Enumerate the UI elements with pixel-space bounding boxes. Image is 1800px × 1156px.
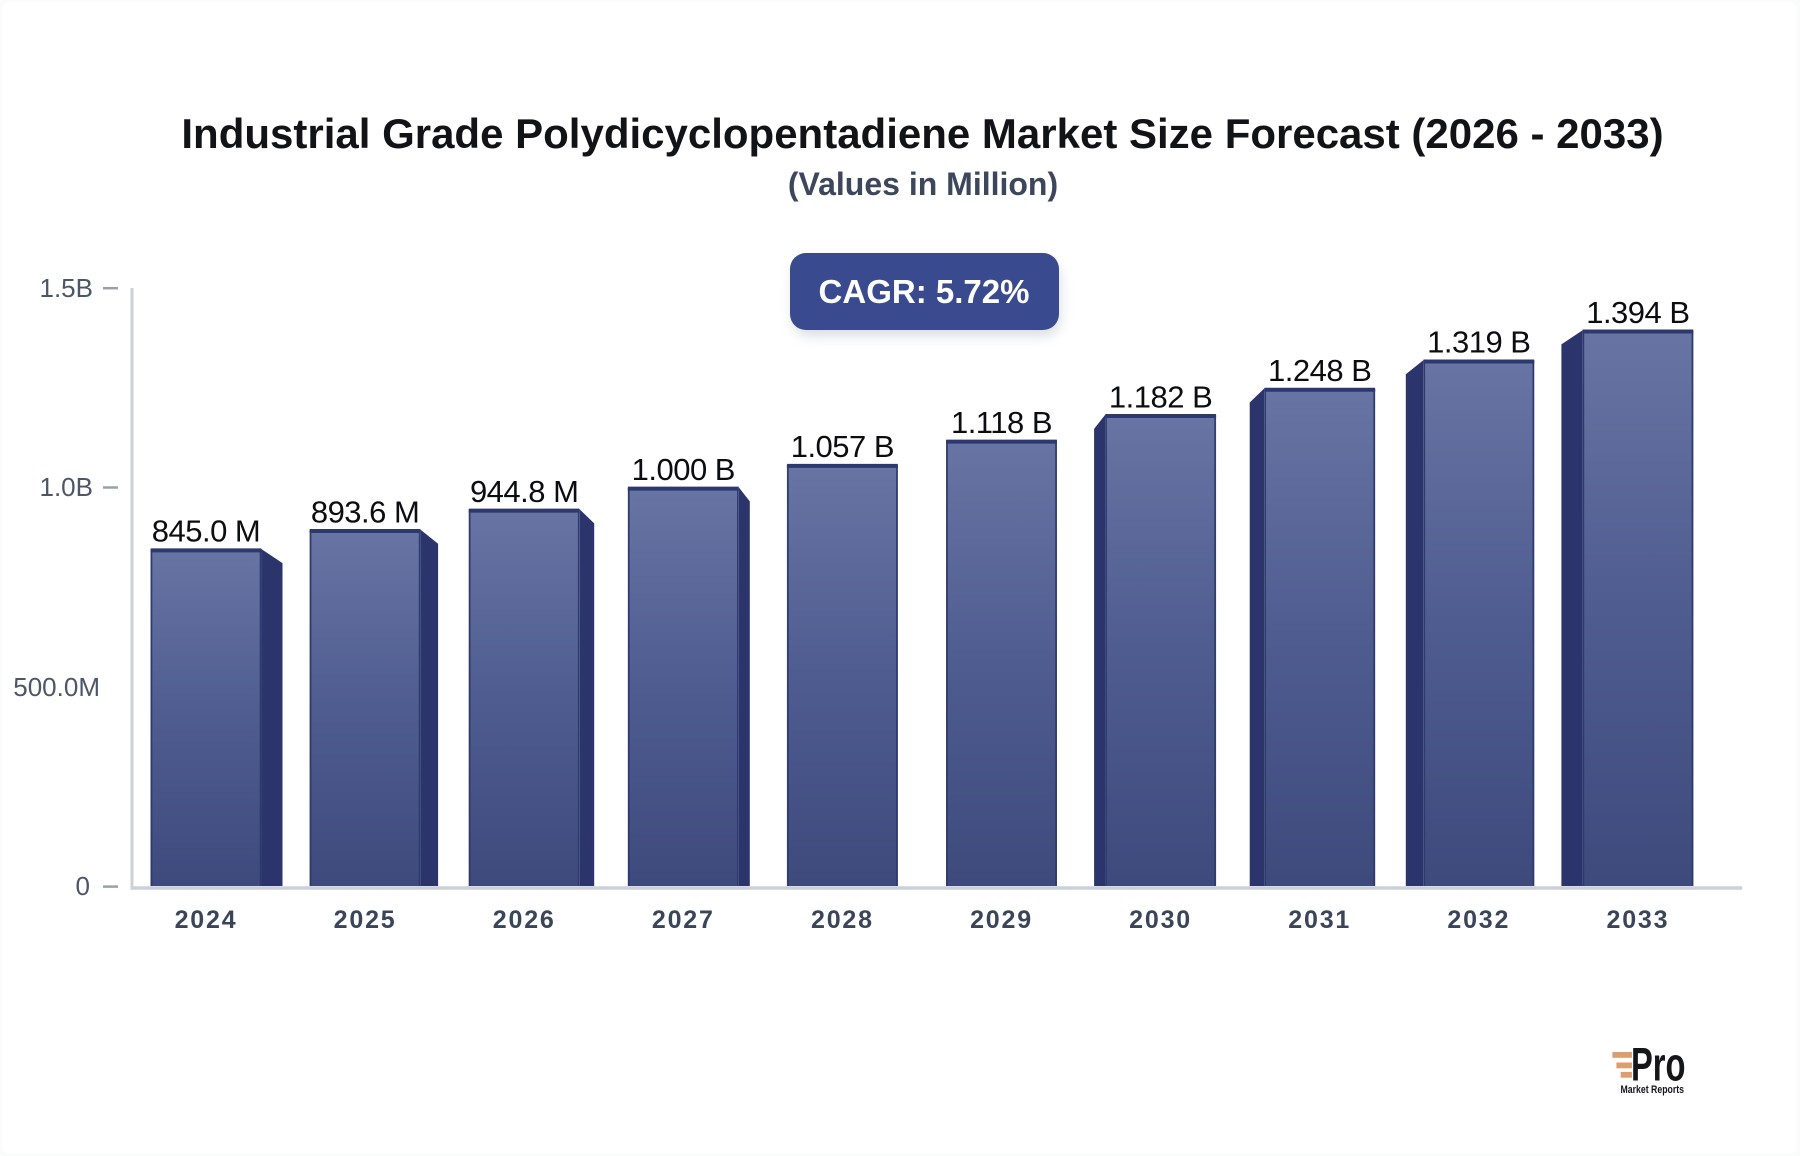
svg-text:2032: 2032 bbox=[1447, 906, 1510, 934]
svg-text:1.248 B: 1.248 B bbox=[1268, 353, 1371, 388]
svg-text:2028: 2028 bbox=[811, 906, 874, 934]
svg-text:1.118 B: 1.118 B bbox=[951, 405, 1052, 440]
svg-text:(Values in Million): (Values in Million) bbox=[788, 166, 1058, 202]
svg-text:2026: 2026 bbox=[493, 906, 556, 934]
svg-text:2030: 2030 bbox=[1129, 906, 1192, 934]
svg-text:CAGR: 5.72%: CAGR: 5.72% bbox=[819, 273, 1030, 310]
svg-text:1.000 B: 1.000 B bbox=[632, 452, 735, 487]
svg-text:893.6 M: 893.6 M bbox=[311, 494, 420, 529]
svg-text:944.8 M: 944.8 M bbox=[470, 474, 579, 509]
svg-text:1.319 B: 1.319 B bbox=[1427, 325, 1530, 360]
svg-text:2031: 2031 bbox=[1288, 906, 1351, 934]
svg-text:0: 0 bbox=[76, 871, 90, 901]
svg-text:2024: 2024 bbox=[175, 906, 238, 934]
svg-text:1.057 B: 1.057 B bbox=[791, 429, 894, 464]
svg-text:2025: 2025 bbox=[334, 906, 397, 934]
svg-text:2029: 2029 bbox=[970, 906, 1033, 934]
svg-text:1.0B: 1.0B bbox=[40, 472, 94, 502]
svg-text:1.394 B: 1.394 B bbox=[1586, 295, 1689, 330]
svg-text:Industrial Grade Polydicyclope: Industrial Grade Polydicyclopentadiene M… bbox=[181, 110, 1663, 157]
svg-text:500.0M: 500.0M bbox=[13, 672, 100, 702]
svg-text:2027: 2027 bbox=[652, 906, 715, 934]
svg-text:845.0 M: 845.0 M bbox=[152, 514, 261, 549]
svg-text:1.5B: 1.5B bbox=[40, 273, 94, 303]
svg-text:2033: 2033 bbox=[1606, 906, 1669, 934]
svg-text:Pro: Pro bbox=[1631, 1038, 1686, 1091]
svg-text:1.182 B: 1.182 B bbox=[1109, 379, 1212, 414]
svg-text:Market Reports: Market Reports bbox=[1621, 1084, 1685, 1096]
